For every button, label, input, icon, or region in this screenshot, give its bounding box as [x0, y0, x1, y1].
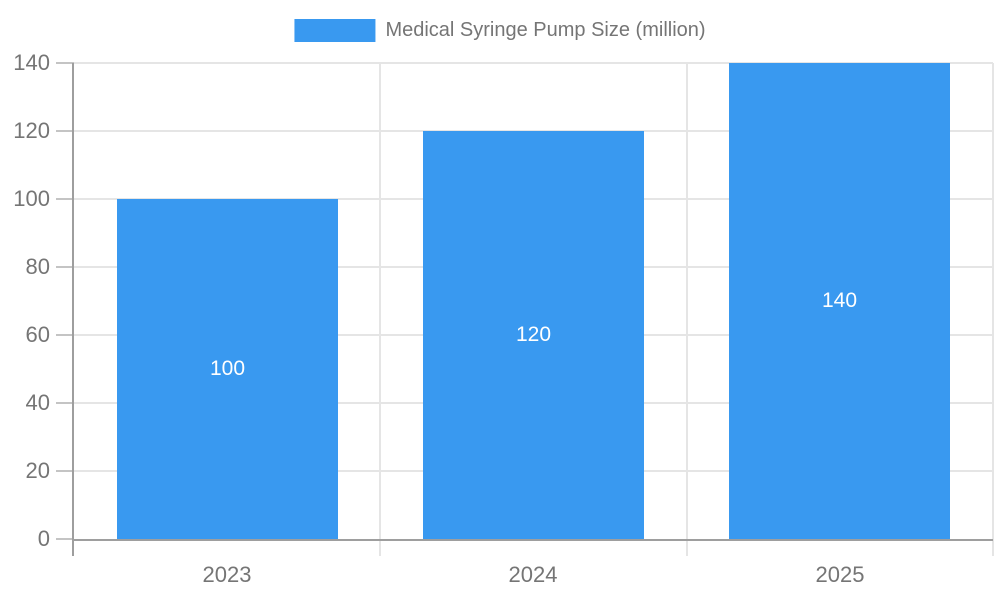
y-axis-label: 80	[25, 254, 50, 279]
y-gridline	[74, 62, 993, 64]
x-axis-label: 2025	[815, 562, 865, 587]
y-axis-label: 100	[13, 186, 50, 211]
x-gridline	[686, 63, 688, 556]
y-axis-label: 0	[37, 526, 50, 551]
y-axis-tick	[56, 470, 74, 472]
bar-value-label: 100	[209, 357, 246, 380]
y-axis-tick	[56, 266, 74, 268]
y-axis-tick	[56, 130, 74, 132]
y-axis-tick	[56, 402, 74, 404]
legend-label: Medical Syringe Pump Size (million)	[385, 19, 706, 41]
y-axis-tick	[56, 198, 74, 200]
bar-value-label: 120	[515, 323, 552, 346]
y-axis-label: 60	[25, 322, 50, 347]
legend-color-swatch	[294, 19, 376, 42]
x-gridline	[992, 63, 994, 556]
x-axis-label: 2024	[508, 562, 558, 587]
x-axis-label: 2023	[202, 562, 252, 587]
y-axis-label: 20	[25, 458, 50, 483]
y-axis-tick	[56, 334, 74, 336]
y-axis-label: 120	[13, 118, 50, 143]
bar-value-label: 140	[821, 289, 858, 312]
y-axis-label: 40	[25, 390, 50, 415]
x-axis-line	[72, 539, 993, 541]
x-gridline	[379, 63, 381, 556]
y-axis-tick	[56, 62, 74, 64]
y-axis-line	[72, 63, 74, 556]
y-axis-label: 140	[13, 50, 50, 75]
bar[interactable]: 140	[729, 63, 950, 539]
legend-item[interactable]: Medical Syringe Pump Size (million)	[294, 19, 706, 42]
bar[interactable]: 100	[117, 199, 338, 539]
bar[interactable]: 120	[423, 131, 644, 539]
y-axis-tick	[56, 538, 74, 540]
